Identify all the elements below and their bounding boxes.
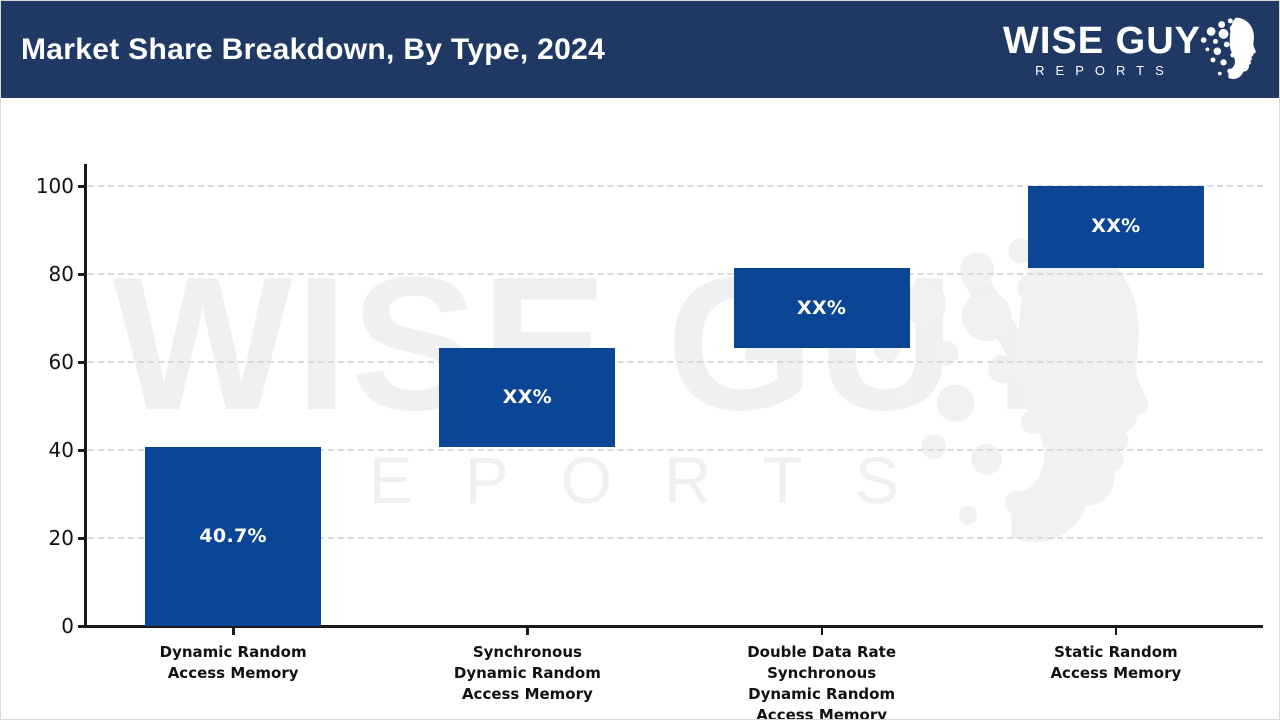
bar-segment-3	[733, 267, 910, 348]
gridline-20	[88, 537, 1263, 539]
bar-value-label: XX%	[797, 296, 847, 319]
y-axis-line	[84, 164, 87, 628]
bar-segment-1	[145, 446, 322, 626]
gridline-80	[88, 273, 1263, 275]
category-label-line: Dynamic Random	[159, 643, 307, 661]
y-axis-tick	[78, 537, 86, 540]
bar-segment-2	[439, 347, 616, 447]
category-label-line: Access Memory	[167, 664, 299, 682]
x-axis-tick	[1114, 627, 1118, 635]
category-label: Dynamic Random Access Memory	[93, 642, 373, 684]
bar-segment-4	[1027, 186, 1204, 268]
gridline-60	[88, 361, 1263, 363]
page-title: Market Share Breakdown, By Type, 2024	[21, 32, 606, 66]
category-label-line: Double Data Rate	[747, 643, 897, 661]
logo-text: WISE GUY REPORTS	[1003, 22, 1201, 78]
category-label-line: Dynamic Random	[453, 664, 601, 682]
category-label-line: Synchronous	[472, 643, 582, 661]
category-label: Synchronous Dynamic Random Access Memory	[387, 642, 667, 705]
category-label-line: Access Memory	[461, 685, 593, 703]
x-axis-tick	[820, 627, 824, 635]
y-axis-tick-label: 20	[48, 526, 74, 550]
category-label-line: Static Random	[1054, 643, 1178, 661]
x-axis-tick	[232, 627, 235, 635]
x-axis-line	[84, 625, 1263, 628]
header: Market Share Breakdown, By Type, 2024 WI…	[1, 1, 1279, 98]
category-label-line: Dynamic Random	[748, 685, 896, 703]
watermark-subtext: REPORTS	[269, 443, 951, 517]
gridline-40	[88, 449, 1263, 451]
y-axis-tick-label: 40	[48, 438, 74, 462]
y-axis-tick	[78, 273, 86, 276]
y-axis-tick-label: 0	[61, 614, 74, 638]
category-label-line: Access Memory	[1050, 664, 1182, 682]
y-axis-tick	[78, 449, 86, 452]
category-label: Double Data Rate Synchronous Dynamic Rando…	[682, 642, 962, 720]
category-label: Static Random Access Memory	[976, 642, 1256, 684]
logo-wordmark: WISE GUY	[1002, 19, 1201, 62]
x-axis-tick	[526, 627, 529, 635]
bar-value-label: XX%	[1091, 215, 1141, 237]
wiseguy-logo: WISE GUY REPORTS	[1003, 15, 1257, 85]
y-axis-tick	[78, 625, 86, 628]
logo-subtext: REPORTS	[1035, 62, 1175, 78]
category-label-line: Access Memory	[756, 706, 888, 720]
y-axis-tick	[78, 361, 86, 364]
category-label-line: Synchronous	[767, 664, 877, 682]
y-axis-tick	[78, 185, 86, 188]
y-axis-tick-label: 60	[48, 350, 74, 374]
gridline-100	[88, 185, 1263, 187]
bar-value-label: 40.7%	[199, 524, 267, 547]
y-axis-tick-label: 80	[48, 262, 74, 286]
y-axis-tick-label: 100	[35, 174, 74, 198]
bar-value-label: XX%	[502, 385, 552, 408]
